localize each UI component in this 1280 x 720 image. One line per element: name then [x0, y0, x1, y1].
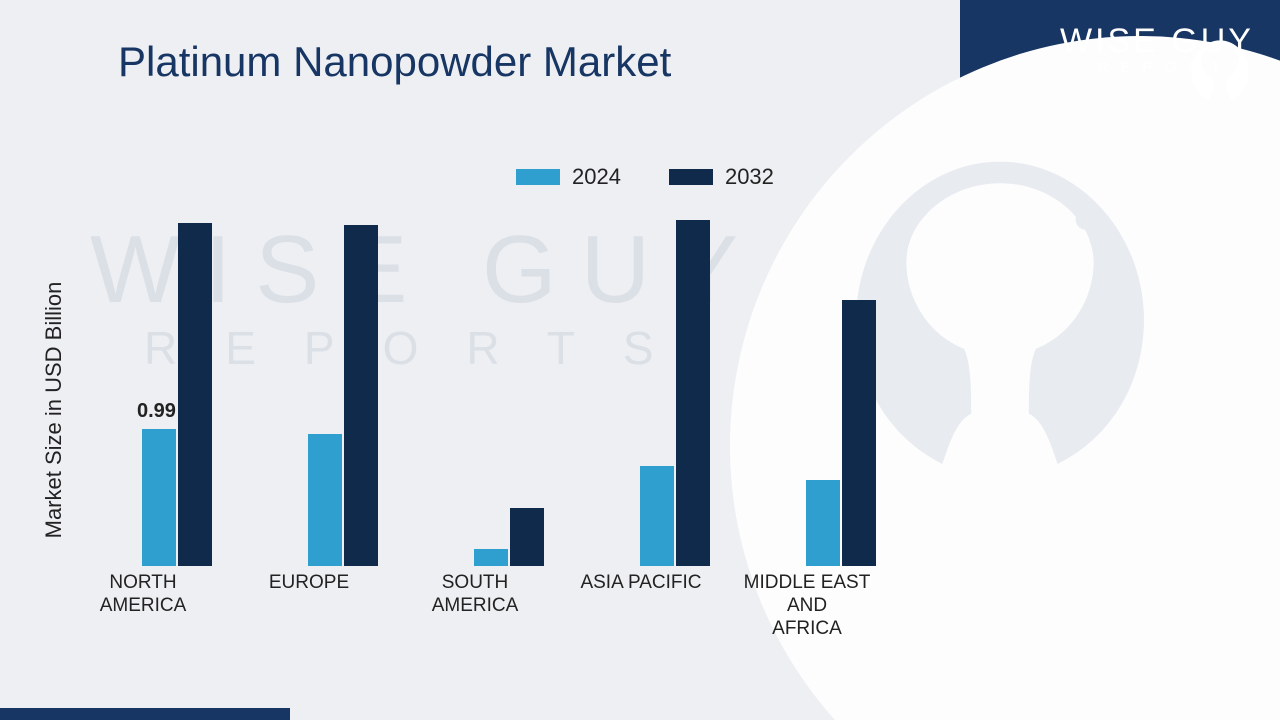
category-label: ASIA PACIFIC: [571, 572, 711, 595]
bar: [344, 225, 378, 566]
legend-swatch: [669, 169, 713, 185]
bar: [806, 480, 840, 566]
bar: [142, 429, 176, 566]
bottom-accent-bar: [0, 708, 290, 720]
legend-item: 2024: [516, 164, 621, 190]
legend-label: 2024: [572, 164, 621, 190]
chart-title: Platinum Nanopowder Market: [118, 38, 671, 86]
category-label: SOUTH AMERICA: [405, 572, 545, 618]
brand-head-icon: [1184, 36, 1256, 108]
chart-plot: 0.99: [130, 206, 950, 566]
bar: [308, 434, 342, 566]
chart-legend: 2024 2032: [516, 164, 774, 190]
category-label: NORTH AMERICA: [73, 572, 213, 618]
bar: [178, 223, 212, 566]
legend-label: 2032: [725, 164, 774, 190]
page-root: WISE GUY REPORTS WISE GUY REPORTS Platin…: [0, 0, 1280, 720]
bar: [474, 549, 508, 566]
y-axis-label: Market Size in USD Billion: [41, 282, 67, 539]
legend-item: 2032: [669, 164, 774, 190]
brand-logo: WISE GUY REPORTS: [1060, 22, 1254, 76]
bar: [676, 220, 710, 566]
category-label: MIDDLE EAST AND AFRICA: [737, 572, 877, 640]
bar-value-label: 0.99: [137, 400, 176, 423]
category-label: EUROPE: [239, 572, 379, 595]
legend-swatch: [516, 169, 560, 185]
chart-area: Market Size in USD Billion 20242032 0.99…: [96, 170, 956, 650]
bar: [510, 508, 544, 566]
bar: [640, 466, 674, 566]
bar: [842, 300, 876, 566]
